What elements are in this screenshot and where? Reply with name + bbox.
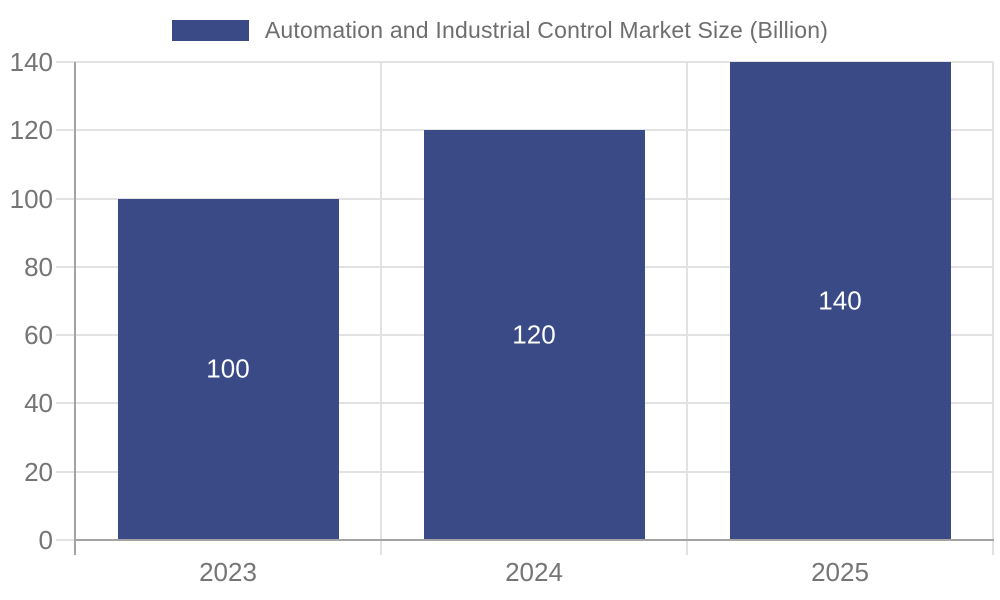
y-axis-tick-label: 120 — [9, 115, 53, 146]
y-axis-tick-label: 100 — [9, 183, 53, 214]
y-tick — [56, 197, 75, 200]
chart-title: Automation and Industrial Control Market… — [264, 17, 829, 43]
y-axis-tick-label: 20 — [24, 456, 53, 487]
x-axis-category-label: 2023 — [199, 557, 257, 587]
x-gridline — [992, 62, 994, 555]
y-axis-line — [74, 62, 76, 555]
y-tick — [56, 539, 75, 541]
y-tick — [56, 470, 75, 473]
bar-value-label: 100 — [206, 353, 250, 384]
bar-2024 — [423, 130, 645, 539]
y-axis-tick-label: 140 — [9, 47, 53, 77]
x-gridline — [686, 62, 688, 555]
y-gridline — [75, 61, 993, 63]
y-axis-tick-label: 0 — [38, 525, 53, 555]
y-tick — [56, 265, 75, 268]
legend: Automation and Industrial Control Market… — [0, 17, 1000, 44]
bar-2023 — [117, 198, 339, 539]
legend-swatch — [171, 20, 249, 41]
y-tick — [56, 61, 75, 63]
x-axis-category-label: 2025 — [811, 557, 869, 587]
bar-value-label: 120 — [512, 319, 556, 350]
y-tick — [56, 402, 75, 405]
x-axis-category-label: 2024 — [505, 557, 563, 587]
y-axis-tick-label: 80 — [24, 251, 53, 282]
x-gridline — [380, 62, 382, 555]
y-axis-tick-label: 60 — [24, 320, 53, 351]
y-axis-tick-label: 40 — [24, 388, 53, 419]
y-tick — [56, 334, 75, 337]
x-axis-line — [74, 539, 994, 541]
y-tick — [56, 129, 75, 132]
bar-2025 — [729, 62, 951, 539]
bar-value-label: 140 — [818, 285, 862, 316]
